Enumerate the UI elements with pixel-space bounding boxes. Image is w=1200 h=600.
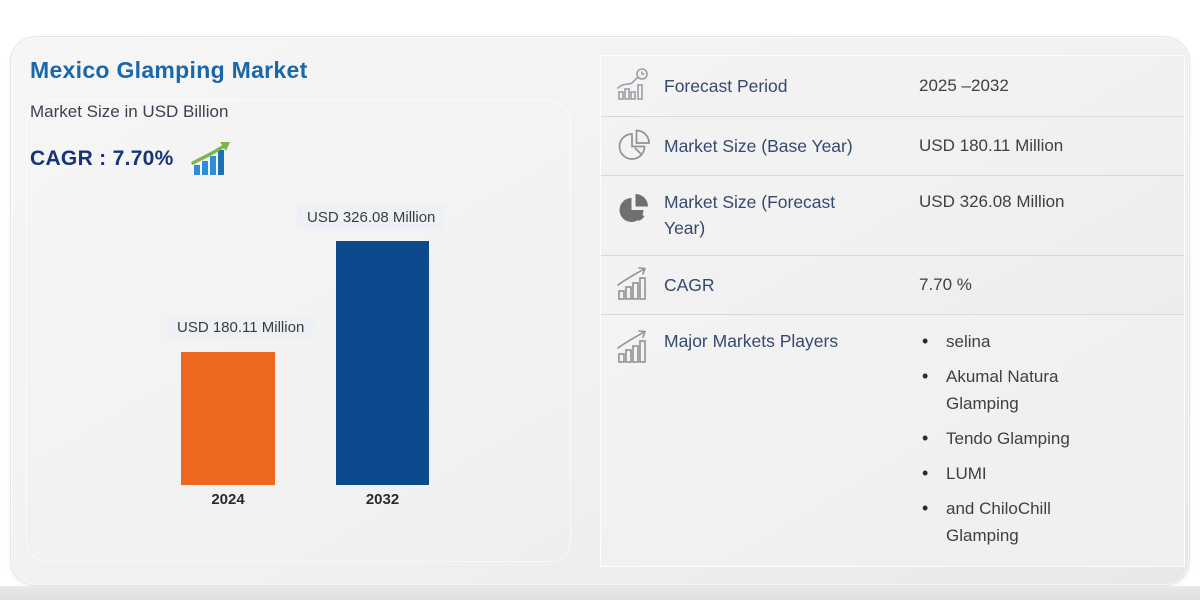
row-value: USD 180.11 Million xyxy=(919,136,1064,155)
row-label: Market Size (Forecast Year) xyxy=(664,192,836,238)
table-row-major-players: Major Markets Players selina Akumal Natu… xyxy=(601,314,1184,566)
row-value: USD 326.08 Million xyxy=(919,192,1065,211)
bar-2024 xyxy=(181,352,275,485)
bar-value-label-2024: USD 180.11 Million xyxy=(167,315,315,340)
cagr-value-text: CAGR : 7.70% xyxy=(30,147,174,170)
bar-value-label-2032: USD 326.08 Million xyxy=(297,205,446,230)
bar-growth-icon xyxy=(614,265,664,305)
page-title: Mexico Glamping Market xyxy=(30,57,308,83)
row-label: Forecast Period xyxy=(664,76,788,96)
chart-subtitle: Market Size in USD Billion xyxy=(30,102,229,121)
x-tick-2032: 2032 xyxy=(365,491,400,508)
players-list: selina Akumal Natura Glamping Tendo Glam… xyxy=(919,328,1184,549)
player-item: LUMI xyxy=(919,460,1099,487)
table-row-cagr: CAGR 7.70 % xyxy=(601,255,1184,314)
row-value: 2025 –2032 xyxy=(919,76,1009,95)
pie-chart-filled-icon xyxy=(614,189,664,229)
row-value: 7.70 % xyxy=(919,275,972,294)
table-row-market-size-base: Market Size (Base Year) USD 180.11 Milli… xyxy=(601,116,1184,175)
row-label: Major Markets Players xyxy=(664,331,839,351)
table-row-forecast-period: Forecast Period 2025 –2032 xyxy=(601,56,1184,116)
cagr-headline: CAGR : 7.70% xyxy=(30,141,234,177)
x-tick-2024: 2024 xyxy=(211,491,245,508)
bar-growth-icon xyxy=(614,328,664,368)
player-item: Tendo Glamping xyxy=(919,425,1099,452)
growth-chart-icon xyxy=(190,141,234,177)
market-facts-table: Forecast Period 2025 –2032 Market Size (… xyxy=(600,55,1185,567)
bar-2032 xyxy=(336,241,429,485)
player-item: Akumal Natura Glamping xyxy=(919,363,1099,417)
player-item: selina xyxy=(919,328,1099,355)
row-label: CAGR xyxy=(664,275,715,295)
row-label: Market Size (Base Year) xyxy=(664,136,853,156)
player-item: and ChiloChill Glamping xyxy=(919,495,1099,549)
bottom-strip xyxy=(0,586,1200,600)
pie-chart-outline-icon xyxy=(614,126,664,166)
row-value: selina Akumal Natura Glamping Tendo Glam… xyxy=(919,328,1184,557)
table-row-market-size-forecast: Market Size (Forecast Year) USD 326.08 M… xyxy=(601,175,1184,255)
forecast-clock-chart-icon xyxy=(614,66,664,106)
